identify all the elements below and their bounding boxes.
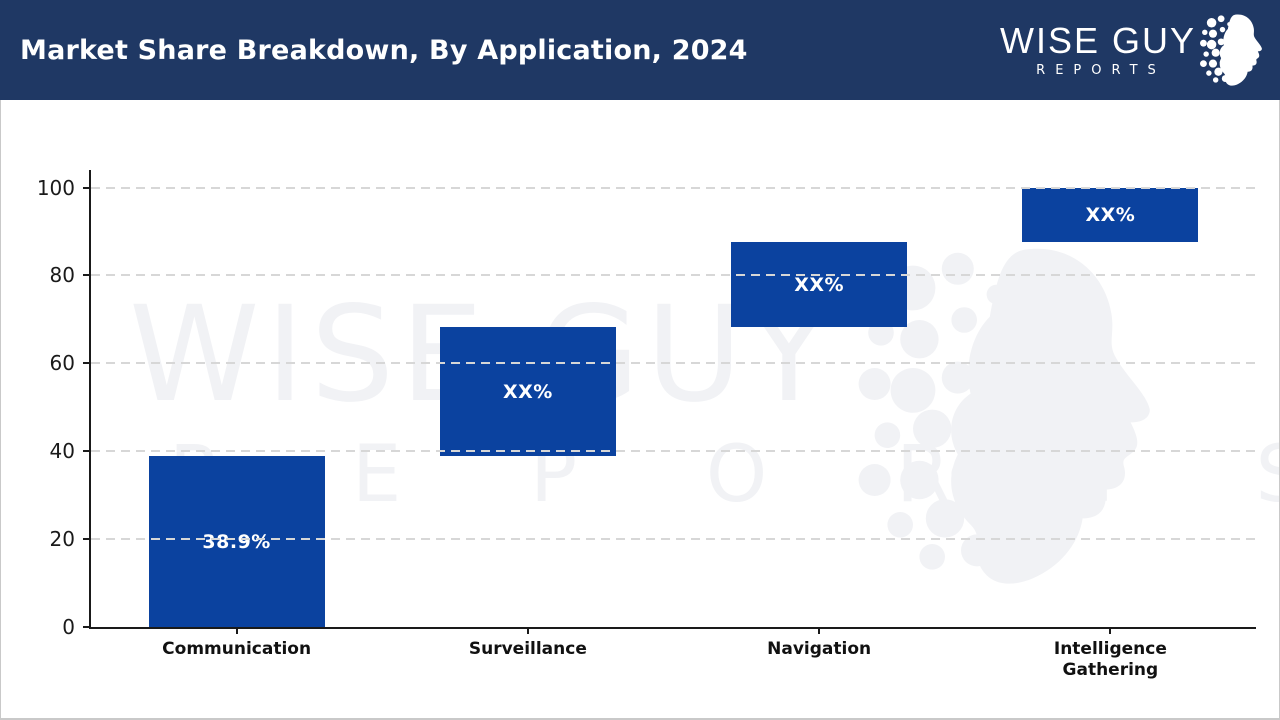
y-axis-tick-label: 40 (49, 439, 75, 464)
bar-value-label: XX% (502, 380, 553, 403)
y-axis-tick-mark (83, 450, 91, 453)
gridline (91, 538, 1256, 541)
gridline (91, 362, 1256, 365)
logo-text: WISE GUY REPORTS (999, 20, 1196, 78)
y-axis-tick-label: 0 (62, 615, 75, 639)
bar-value-label: XX% (1085, 203, 1136, 226)
gridline (91, 274, 1256, 277)
y-axis-tick-label: 80 (49, 263, 75, 288)
bar-surveillance: XX% (439, 327, 616, 457)
x-axis-category-label: Communication (162, 639, 312, 659)
logo-head-icon (1200, 14, 1262, 86)
header-bar: Market Share Breakdown, By Application, … (0, 0, 1280, 100)
bar-value-label: XX% (794, 273, 845, 296)
bar-intelligence-gathering: XX% (1022, 187, 1199, 243)
y-axis-tick-mark (83, 538, 91, 541)
bar-navigation: XX% (731, 242, 908, 328)
gridline (91, 186, 1256, 189)
x-axis-tick-mark (526, 627, 529, 634)
x-axis-category-label: Intelligence Gathering (1053, 639, 1167, 681)
y-axis-tick-label: 20 (49, 527, 75, 552)
watermark: WISE GUY R E P O R T S (1, 100, 1279, 718)
watermark-head-icon (858, 248, 1150, 584)
x-axis-tick-mark (1109, 627, 1112, 634)
chart-region: WISE GUY R E P O R T S 0 20 40 60 80 100 38.9%… (0, 100, 1280, 720)
y-axis-tick-label: 100 (36, 175, 75, 200)
page-title: Market Share Breakdown, By Application, … (20, 34, 748, 66)
y-axis-tick-mark (83, 274, 91, 277)
y-axis-tick-mark (83, 186, 91, 189)
x-axis-tick-mark (818, 627, 821, 634)
x-axis-tick-mark (235, 627, 238, 634)
logo-subtitle: REPORTS (1036, 63, 1166, 78)
x-axis-category-label: Navigation (767, 639, 872, 659)
gridline (91, 450, 1256, 453)
wise-guy-logo: WISE GUY REPORTS (1000, 8, 1266, 92)
logo-wordmark: WISE GUY (999, 20, 1196, 61)
bar-communication: 38.9% (148, 456, 325, 627)
y-axis-tick-label: 60 (49, 351, 75, 376)
y-axis-tick-mark (83, 362, 91, 365)
x-axis-category-label: Surveillance (468, 639, 587, 659)
bar-value-label: 38.9% (202, 530, 271, 553)
y-axis-tick-mark (83, 626, 91, 628)
plot-area: 0 20 40 60 80 100 38.9% Communication XX% Surveil… (37, 170, 1256, 680)
